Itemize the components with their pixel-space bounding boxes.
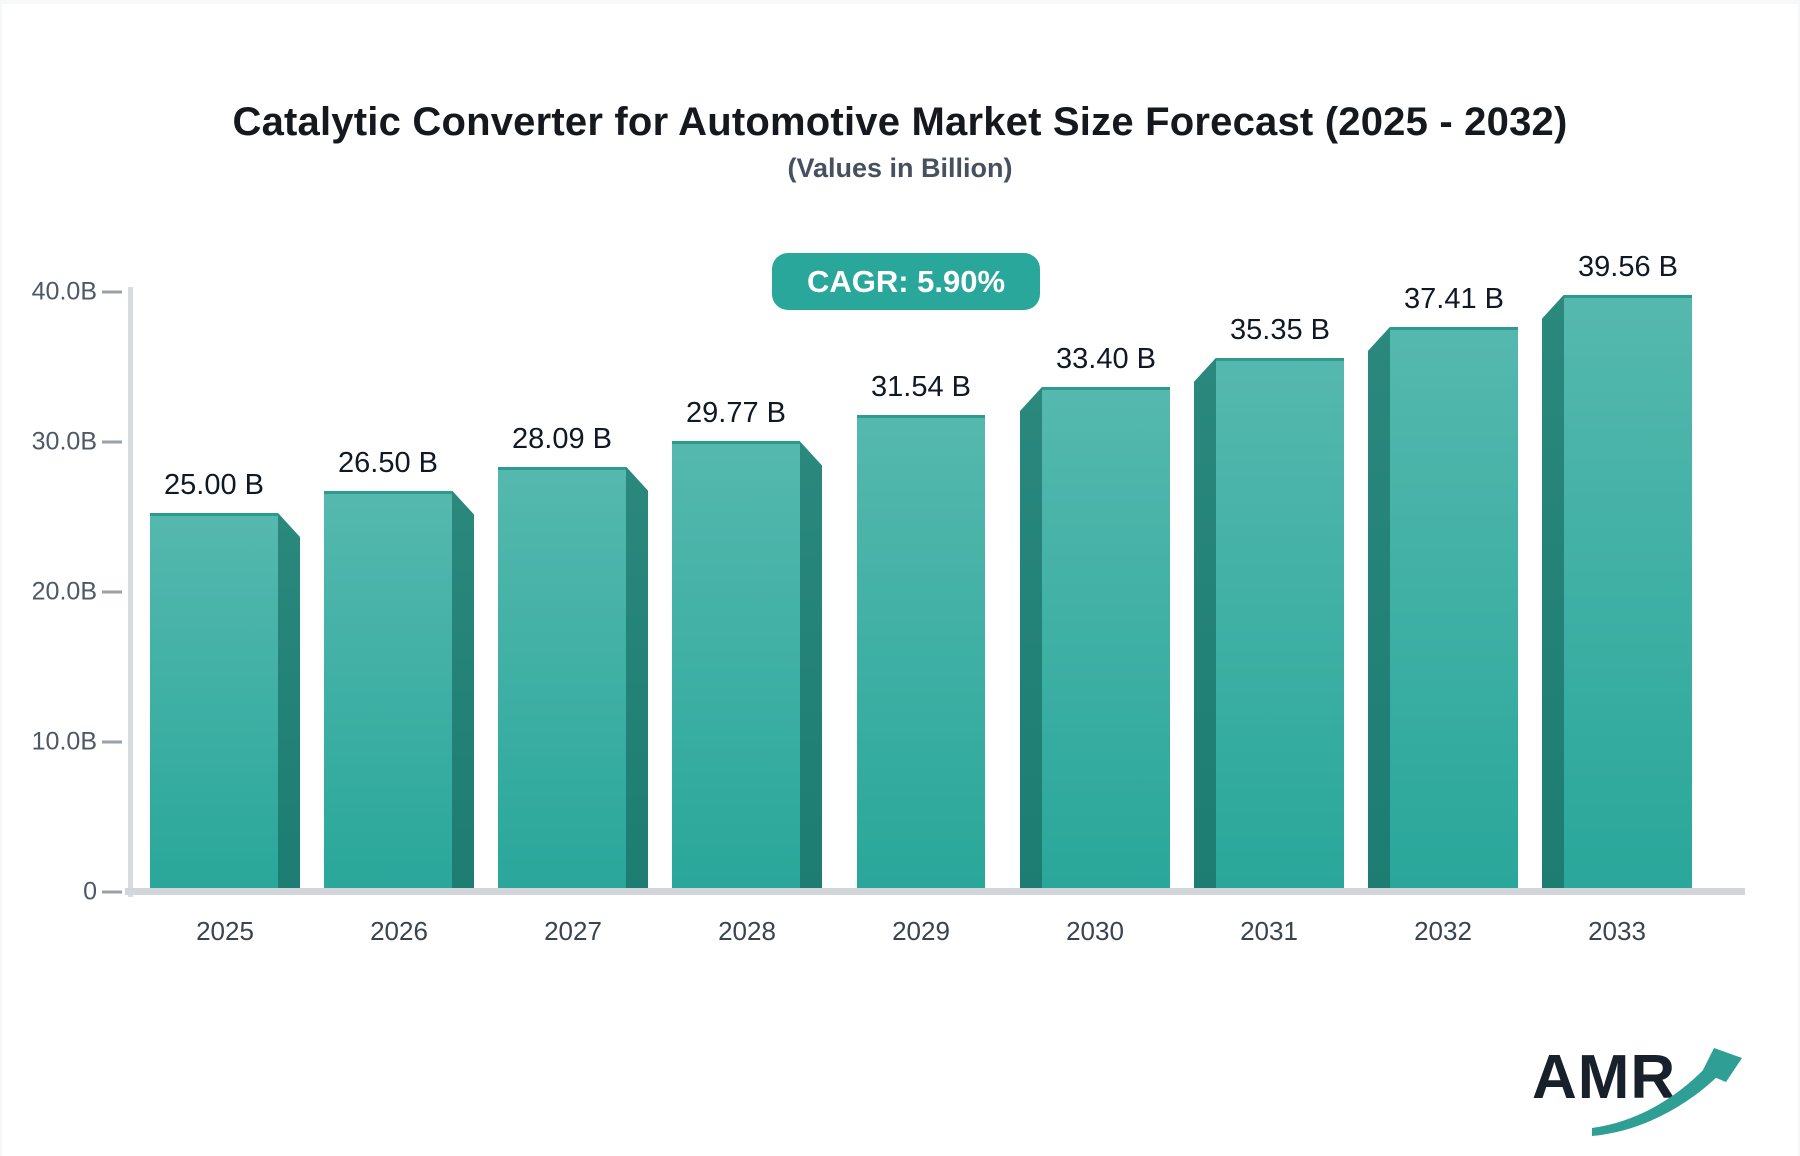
bar-face (150, 513, 278, 888)
x-tick-label: 2032 (1414, 916, 1472, 946)
x-tick-label: 2028 (718, 916, 776, 946)
amr-logo: AMR (1512, 1034, 1752, 1144)
x-tick-label: 2033 (1588, 916, 1646, 946)
x-axis-baseline (125, 888, 1745, 895)
bar-value-label: 37.41 B (1404, 282, 1504, 315)
bar-side-bevel (452, 490, 474, 888)
y-tick-label: 10.0B (31, 727, 97, 756)
bar-face (1042, 387, 1170, 888)
y-tick-mark (102, 890, 122, 894)
bar-value-label: 39.56 B (1578, 250, 1678, 283)
cagr-badge-label: CAGR: 5.90% (806, 263, 1006, 299)
bar-face (498, 466, 626, 888)
y-axis-line (128, 287, 133, 897)
growth-arrow-icon (1592, 1048, 1742, 1136)
y-tick-mark (102, 740, 122, 744)
bar-value-label: 31.54 B (871, 370, 971, 403)
y-tick-label: 0 (83, 877, 97, 906)
amr-logo-text: AMR (1532, 1043, 1677, 1112)
y-tick-mark (102, 590, 122, 594)
cagr-badge: CAGR: 5.90% (772, 253, 1040, 310)
x-tick-label: 2025 (196, 916, 254, 946)
bar-face (1216, 357, 1344, 888)
bar-face (857, 414, 985, 888)
y-tick-mark (102, 440, 122, 444)
bar-value-label: 26.50 B (338, 446, 438, 479)
bar-value-label: 29.77 B (686, 397, 786, 430)
x-tick-label: 2030 (1066, 916, 1124, 946)
y-tick-mark (102, 290, 122, 294)
bar-side-bevel (1368, 326, 1390, 888)
x-tick-label: 2027 (544, 916, 602, 946)
bar-side-bevel (800, 441, 822, 888)
x-tick-label: 2026 (370, 916, 428, 946)
bar-side-bevel (1194, 357, 1216, 888)
bar-face (324, 490, 452, 888)
bar-side-bevel (278, 513, 300, 888)
chart-title: Catalytic Converter for Automotive Marke… (232, 100, 1568, 144)
y-tick-label: 30.0B (31, 427, 97, 456)
bar-side-bevel (1020, 387, 1042, 888)
x-tick-label: 2031 (1240, 916, 1298, 946)
bar-value-label: 25.00 B (164, 469, 264, 501)
bar-face (672, 441, 800, 888)
bar-side-bevel (626, 466, 648, 888)
y-tick-label: 40.0B (31, 277, 97, 306)
x-tick-label: 2029 (892, 916, 950, 946)
bar-value-label: 35.35 B (1230, 313, 1330, 346)
bar-value-label: 28.09 B (512, 422, 612, 455)
bar-face (1564, 294, 1692, 888)
bar-value-label: 33.40 B (1056, 343, 1156, 375)
bar-side-bevel (1542, 294, 1564, 888)
chart-subtitle: (Values in Billion) (787, 153, 1013, 183)
bar-face (1390, 326, 1518, 888)
chart-card: Catalytic Converter for Automotive Marke… (2, 4, 1798, 1156)
y-tick-label: 20.0B (31, 577, 97, 606)
